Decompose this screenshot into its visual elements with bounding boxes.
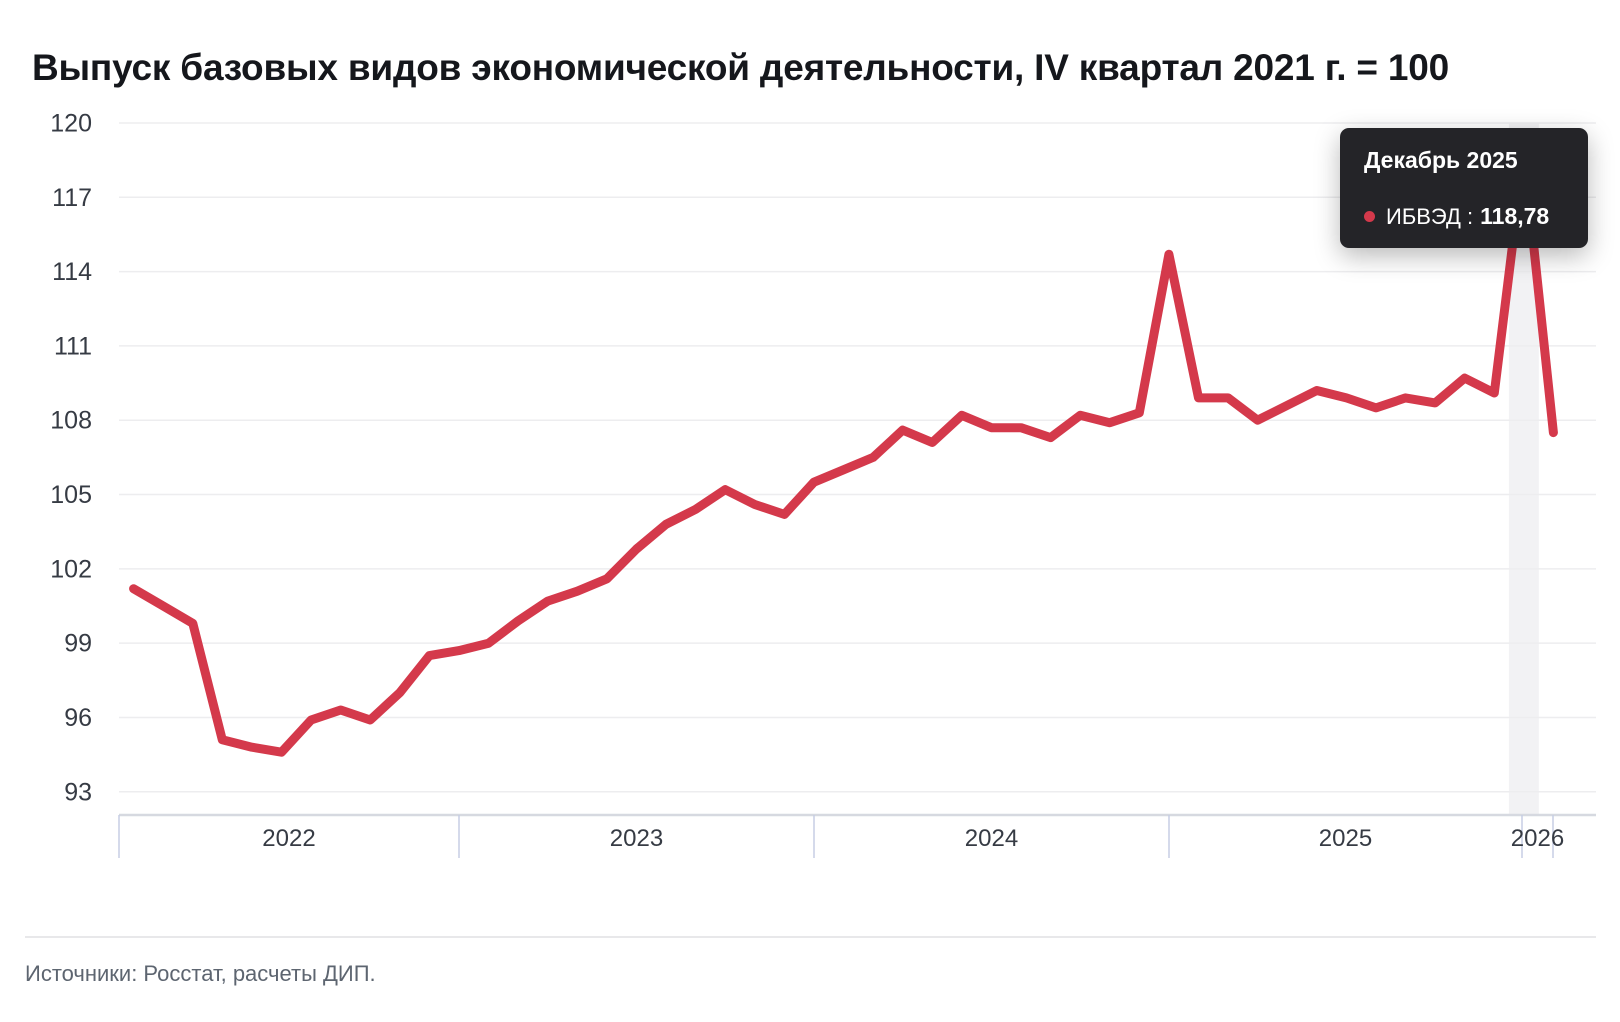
x-axis-year-label: 2023 bbox=[610, 825, 663, 852]
tooltip-series-label: ИБВЭД : bbox=[1386, 203, 1474, 229]
y-axis-label: 99 bbox=[64, 630, 92, 658]
y-axis-label: 111 bbox=[54, 332, 92, 360]
y-axis-label: 102 bbox=[50, 555, 92, 583]
y-axis-label: 108 bbox=[50, 407, 92, 435]
x-axis-year-label: 2022 bbox=[262, 825, 315, 852]
tooltip-value: 118,78 bbox=[1480, 203, 1550, 229]
chart-tooltip: Декабрь 2025 ИБВЭД : 118,78 bbox=[1340, 128, 1588, 248]
y-axis-label: 96 bbox=[64, 704, 92, 732]
x-axis-year-label: 2025 bbox=[1319, 825, 1372, 852]
source-note: Источники: Росстат, расчеты ДИП. bbox=[25, 961, 376, 986]
series-marker-dot bbox=[1364, 211, 1375, 222]
footer-divider bbox=[25, 936, 1596, 938]
x-axis-year-label: 2024 bbox=[965, 825, 1018, 852]
y-axis-label: 117 bbox=[52, 184, 92, 212]
x-axis-year-label: 2026 bbox=[1511, 825, 1564, 852]
y-axis-label: 114 bbox=[52, 258, 92, 286]
chart-title: Выпуск базовых видов экономической деяте… bbox=[32, 46, 1450, 88]
y-axis-label: 120 bbox=[50, 110, 92, 138]
series-line-ibved bbox=[129, 148, 1558, 757]
y-axis-label: 93 bbox=[64, 778, 92, 806]
tooltip-title: Декабрь 2025 bbox=[1364, 147, 1518, 173]
y-axis-label: 105 bbox=[50, 481, 92, 509]
tooltip-series-row: ИБВЭД : 118,78 bbox=[1364, 203, 1564, 230]
